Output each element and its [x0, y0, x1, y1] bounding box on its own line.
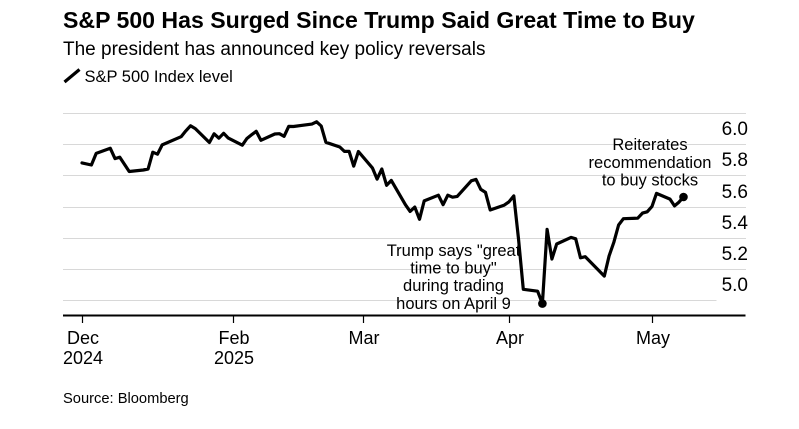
svg-text:5.8: 5.8	[722, 150, 748, 171]
svg-text:Mar: Mar	[349, 328, 380, 348]
svg-text:Feb: Feb	[218, 328, 249, 348]
svg-text:S&P 500 Index level: S&P 500 Index level	[85, 68, 233, 86]
svg-text:hours on April 9: hours on April 9	[396, 295, 511, 313]
svg-text:The president has announced ke: The president has announced key policy r…	[63, 39, 485, 60]
svg-text:5.6: 5.6	[722, 182, 748, 203]
svg-text:Source: Bloomberg: Source: Bloomberg	[63, 391, 189, 407]
svg-text:5.0: 5.0	[722, 275, 748, 296]
svg-text:during trading: during trading	[403, 277, 504, 295]
svg-text:6.0: 6.0	[722, 119, 748, 140]
svg-text:5.2: 5.2	[722, 244, 748, 265]
svg-text:Trump says "great: Trump says "great	[387, 242, 521, 260]
svg-text:time to buy": time to buy"	[410, 260, 497, 278]
svg-text:S&P 500 Has Surged Since Trump: S&P 500 Has Surged Since Trump Said Grea…	[63, 7, 695, 33]
svg-text:Dec: Dec	[67, 328, 99, 348]
svg-text:Apr: Apr	[496, 328, 524, 348]
svg-text:recommendation: recommendation	[589, 154, 712, 172]
svg-text:2025: 2025	[214, 348, 254, 368]
svg-text:to buy stocks: to buy stocks	[602, 172, 698, 190]
svg-text:May: May	[636, 328, 670, 348]
svg-text:2024: 2024	[63, 348, 103, 368]
svg-text:Reiterates: Reiterates	[612, 136, 687, 154]
svg-text:5.4: 5.4	[722, 213, 749, 234]
